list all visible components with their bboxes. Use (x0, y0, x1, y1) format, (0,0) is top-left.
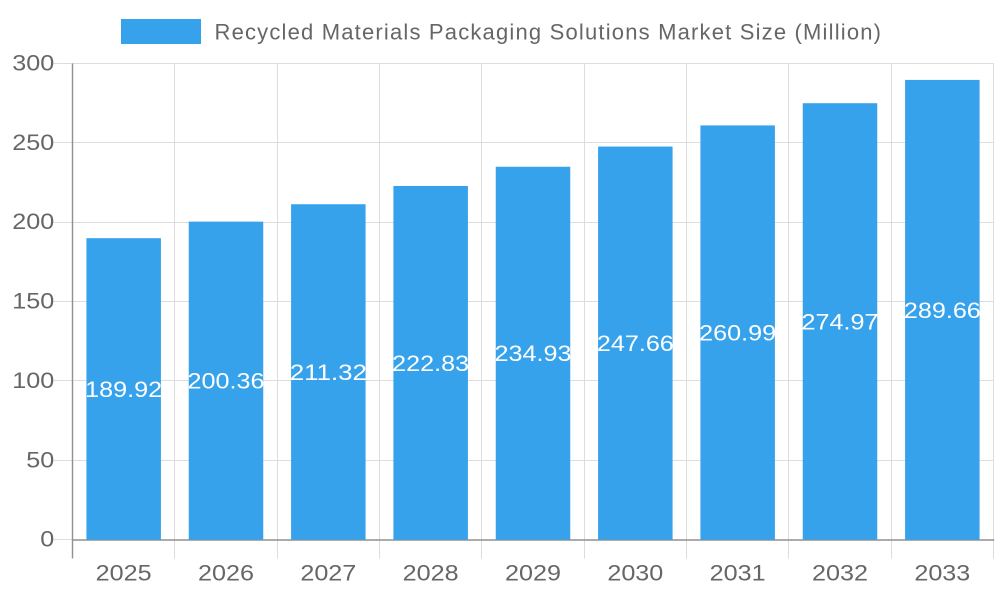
svg-text:0: 0 (40, 527, 54, 552)
svg-text:2028: 2028 (403, 560, 459, 585)
svg-text:247.66: 247.66 (597, 331, 674, 356)
svg-text:234.93: 234.93 (495, 341, 572, 366)
svg-text:274.97: 274.97 (802, 309, 879, 334)
svg-text:211.32: 211.32 (290, 360, 367, 385)
svg-text:2025: 2025 (96, 560, 152, 585)
svg-text:189.92: 189.92 (85, 377, 162, 402)
svg-text:250: 250 (12, 130, 54, 155)
svg-text:222.83: 222.83 (392, 351, 469, 376)
svg-text:2027: 2027 (300, 560, 356, 585)
svg-text:2030: 2030 (607, 560, 663, 585)
svg-text:Recycled Materials Packaging S: Recycled Materials Packaging Solutions M… (215, 20, 882, 45)
svg-text:2029: 2029 (505, 560, 561, 585)
svg-text:2031: 2031 (710, 560, 766, 585)
svg-text:300: 300 (12, 51, 54, 76)
svg-text:2026: 2026 (198, 560, 254, 585)
svg-text:260.99: 260.99 (699, 321, 776, 346)
svg-text:200: 200 (12, 209, 54, 234)
svg-text:100: 100 (12, 368, 54, 393)
svg-text:2033: 2033 (914, 560, 970, 585)
svg-text:200.36: 200.36 (188, 369, 265, 394)
svg-text:50: 50 (26, 447, 54, 472)
svg-text:2032: 2032 (812, 560, 868, 585)
svg-text:289.66: 289.66 (904, 298, 981, 323)
svg-text:150: 150 (12, 289, 54, 314)
